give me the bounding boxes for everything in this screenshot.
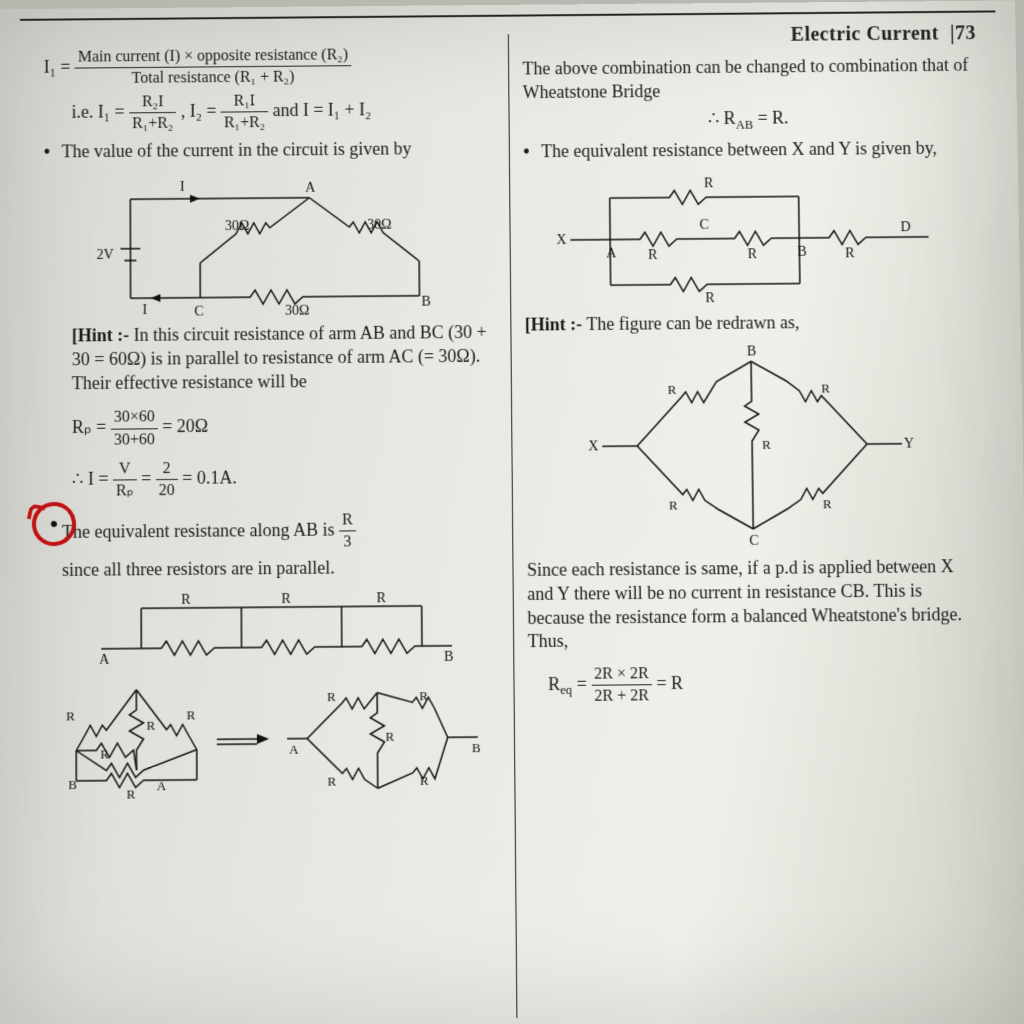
svg-text:A: A <box>289 741 299 756</box>
svg-text:2V: 2V <box>96 248 113 263</box>
para-combination: The above combination can be changed to … <box>522 54 973 105</box>
bullet-equiv-ab: The equivalent resistance along AB is R3… <box>44 508 498 583</box>
bullet-equiv-xy: • The equivalent resistance between X an… <box>523 136 974 163</box>
svg-text:A: A <box>606 247 616 262</box>
svg-text:R: R <box>66 708 75 723</box>
svg-text:R: R <box>376 591 386 606</box>
formula-rp: Rₚ = 30×6030+60 = 20Ω <box>72 404 497 451</box>
formula-i1-i2: i.e. I₁ = R₂IR₁+R₂ , I₂ = R₁IR₁+R₂ and I… <box>72 89 495 135</box>
svg-text:B: B <box>747 345 757 360</box>
bullet-current-value: • The value of the current in the circui… <box>44 137 495 164</box>
svg-text:R: R <box>420 773 429 788</box>
formula-req: Req = 2R × 2R2R + 2R = R <box>548 660 983 707</box>
fraction: Main current (I) × opposite resistance (… <box>75 45 351 90</box>
svg-text:R: R <box>100 746 109 761</box>
eq-rab: ∴ RAB = R. <box>523 105 974 135</box>
svg-text:X: X <box>589 440 599 455</box>
circuit-diamond: X Y B C R R R R R <box>582 340 924 552</box>
circuit-xy-bridge: X A R R C R B R D <box>550 166 950 308</box>
svg-text:30Ω: 30Ω <box>225 219 249 234</box>
svg-text:R: R <box>823 496 832 511</box>
two-column-layout: I₁ = Main current (I) × opposite resista… <box>30 30 1003 1022</box>
svg-text:R: R <box>845 247 855 262</box>
svg-text:R: R <box>419 688 428 703</box>
svg-text:R: R <box>146 718 155 733</box>
left-column: I₁ = Main current (I) × opposite resista… <box>30 34 517 1022</box>
para-balanced: Since each resistance is same, if a p.d … <box>527 555 982 654</box>
svg-text:R: R <box>648 248 658 263</box>
svg-text:B: B <box>472 740 481 755</box>
svg-text:R: R <box>762 437 771 452</box>
svg-text:X: X <box>557 233 567 248</box>
svg-text:D: D <box>901 221 911 236</box>
svg-text:R: R <box>748 248 758 263</box>
svg-text:R: R <box>668 382 677 397</box>
header-rule <box>20 10 995 20</box>
hint-2: [Hint :- The figure can be redrawn as, <box>525 310 977 338</box>
svg-text:C: C <box>700 218 709 233</box>
formula-i: ∴ I = VRₚ = 220 = 0.1A. <box>72 455 497 502</box>
textbook-page: Electric Current |73 I₁ = Main current (… <box>0 0 1024 1024</box>
svg-text:C: C <box>750 534 760 549</box>
circuit-transform: R R R R B A R A <box>56 671 488 806</box>
svg-text:I: I <box>180 180 185 195</box>
svg-text:Y: Y <box>904 437 914 452</box>
svg-text:R: R <box>327 689 336 704</box>
svg-text:A: A <box>99 653 109 668</box>
svg-text:B: B <box>444 650 453 665</box>
circuit-triangle: 2V I A 30Ω 30Ω 30Ω C B I <box>90 167 449 319</box>
svg-text:R: R <box>385 729 394 744</box>
lhs: I₁ = <box>44 57 71 77</box>
svg-text:30Ω: 30Ω <box>367 218 391 233</box>
svg-text:R: R <box>704 177 714 192</box>
svg-text:R: R <box>281 592 291 607</box>
formula-i1-main: I₁ = Main current (I) × opposite resista… <box>44 43 494 89</box>
hint-1: [Hint :- In this circuit resistance of a… <box>72 321 497 396</box>
svg-text:R: R <box>186 707 195 722</box>
svg-text:R: R <box>669 498 678 513</box>
svg-text:C: C <box>194 305 203 319</box>
svg-text:A: A <box>305 181 315 196</box>
svg-text:I: I <box>142 303 147 318</box>
svg-text:R: R <box>181 593 191 608</box>
svg-text:B: B <box>421 295 430 310</box>
svg-text:R: R <box>821 381 830 396</box>
right-column: The above combination can be changed to … <box>508 30 1002 1018</box>
svg-text:R: R <box>706 292 716 307</box>
svg-text:30Ω: 30Ω <box>285 304 309 319</box>
circuit-three-parallel: A R R R B <box>81 585 462 669</box>
svg-text:R: R <box>327 773 336 788</box>
svg-text:R: R <box>126 786 135 801</box>
